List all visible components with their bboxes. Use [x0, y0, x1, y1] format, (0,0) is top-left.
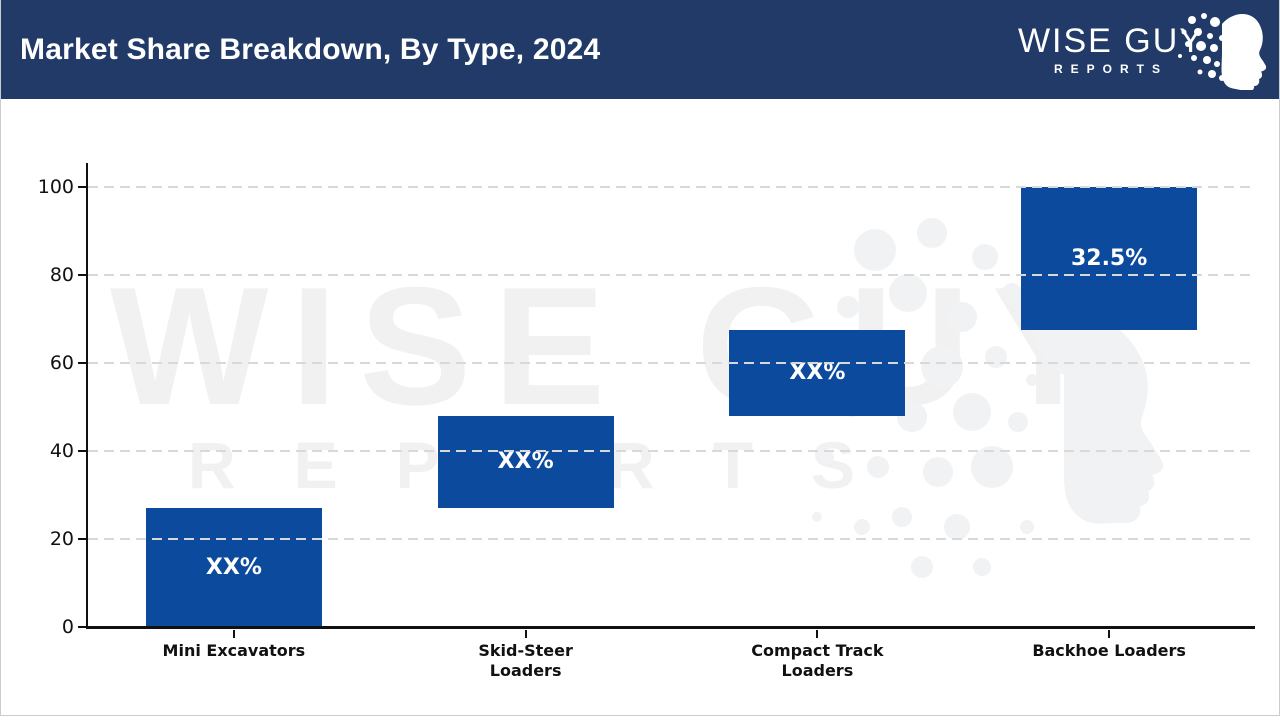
- gridline-100: [88, 186, 1255, 188]
- y-tick-40: [78, 450, 86, 452]
- x-tick-3: [816, 630, 819, 638]
- bar-value-label: XX%: [205, 555, 262, 581]
- x-tick-2: [524, 630, 527, 638]
- y-tick-label-100: 100: [37, 176, 74, 198]
- y-axis-spine: [86, 163, 88, 629]
- bar-2: XX%: [437, 415, 614, 509]
- gridline-40: [88, 450, 1255, 452]
- x-tick-label-2: Skid-Steer Loaders: [478, 641, 573, 680]
- bar-4: 32.5%: [1021, 187, 1198, 330]
- x-axis-spine: [86, 626, 1255, 629]
- bar-1: XX%: [145, 508, 322, 627]
- logo-tagline: REPORTS: [1053, 62, 1168, 76]
- y-tick-label-40: 40: [49, 440, 74, 462]
- x-tick-1: [232, 630, 235, 638]
- logo-wordmark: WISE GUY: [1017, 22, 1204, 60]
- bar-value-label: XX%: [789, 360, 846, 386]
- gridline-20: [88, 538, 1255, 540]
- bar-value-label: 32.5%: [1070, 246, 1148, 271]
- y-tick-20: [78, 538, 86, 540]
- y-tick-label-20: 20: [49, 528, 74, 550]
- chart-title: Market Share Breakdown, By Type, 2024: [20, 33, 601, 66]
- wiseguy-logo: WISE GUY REPORTS: [1018, 8, 1266, 90]
- logo-face-icon: [1178, 13, 1266, 90]
- x-tick-label-4: Backhoe Loaders: [1032, 641, 1186, 660]
- y-tick-80: [78, 274, 86, 276]
- y-tick-label-80: 80: [49, 264, 74, 286]
- header-banner: Market Share Breakdown, By Type, 2024 WI…: [0, 0, 1280, 99]
- logo-text: WISE GUY REPORTS: [1018, 22, 1204, 76]
- bar-3: XX%: [729, 330, 906, 416]
- x-tick-label-3: Compact Track Loaders: [751, 641, 884, 680]
- gridline-80: [88, 274, 1255, 276]
- y-tick-0: [78, 626, 86, 628]
- gridline-60: [88, 362, 1255, 364]
- x-tick-label-1: Mini Excavators: [162, 641, 306, 660]
- bar-value-label: XX%: [497, 449, 554, 475]
- y-tick-100: [78, 186, 86, 188]
- y-tick-label-0: 0: [61, 616, 74, 638]
- y-tick-label-60: 60: [49, 352, 74, 374]
- x-tick-4: [1108, 630, 1111, 638]
- y-tick-60: [78, 362, 86, 364]
